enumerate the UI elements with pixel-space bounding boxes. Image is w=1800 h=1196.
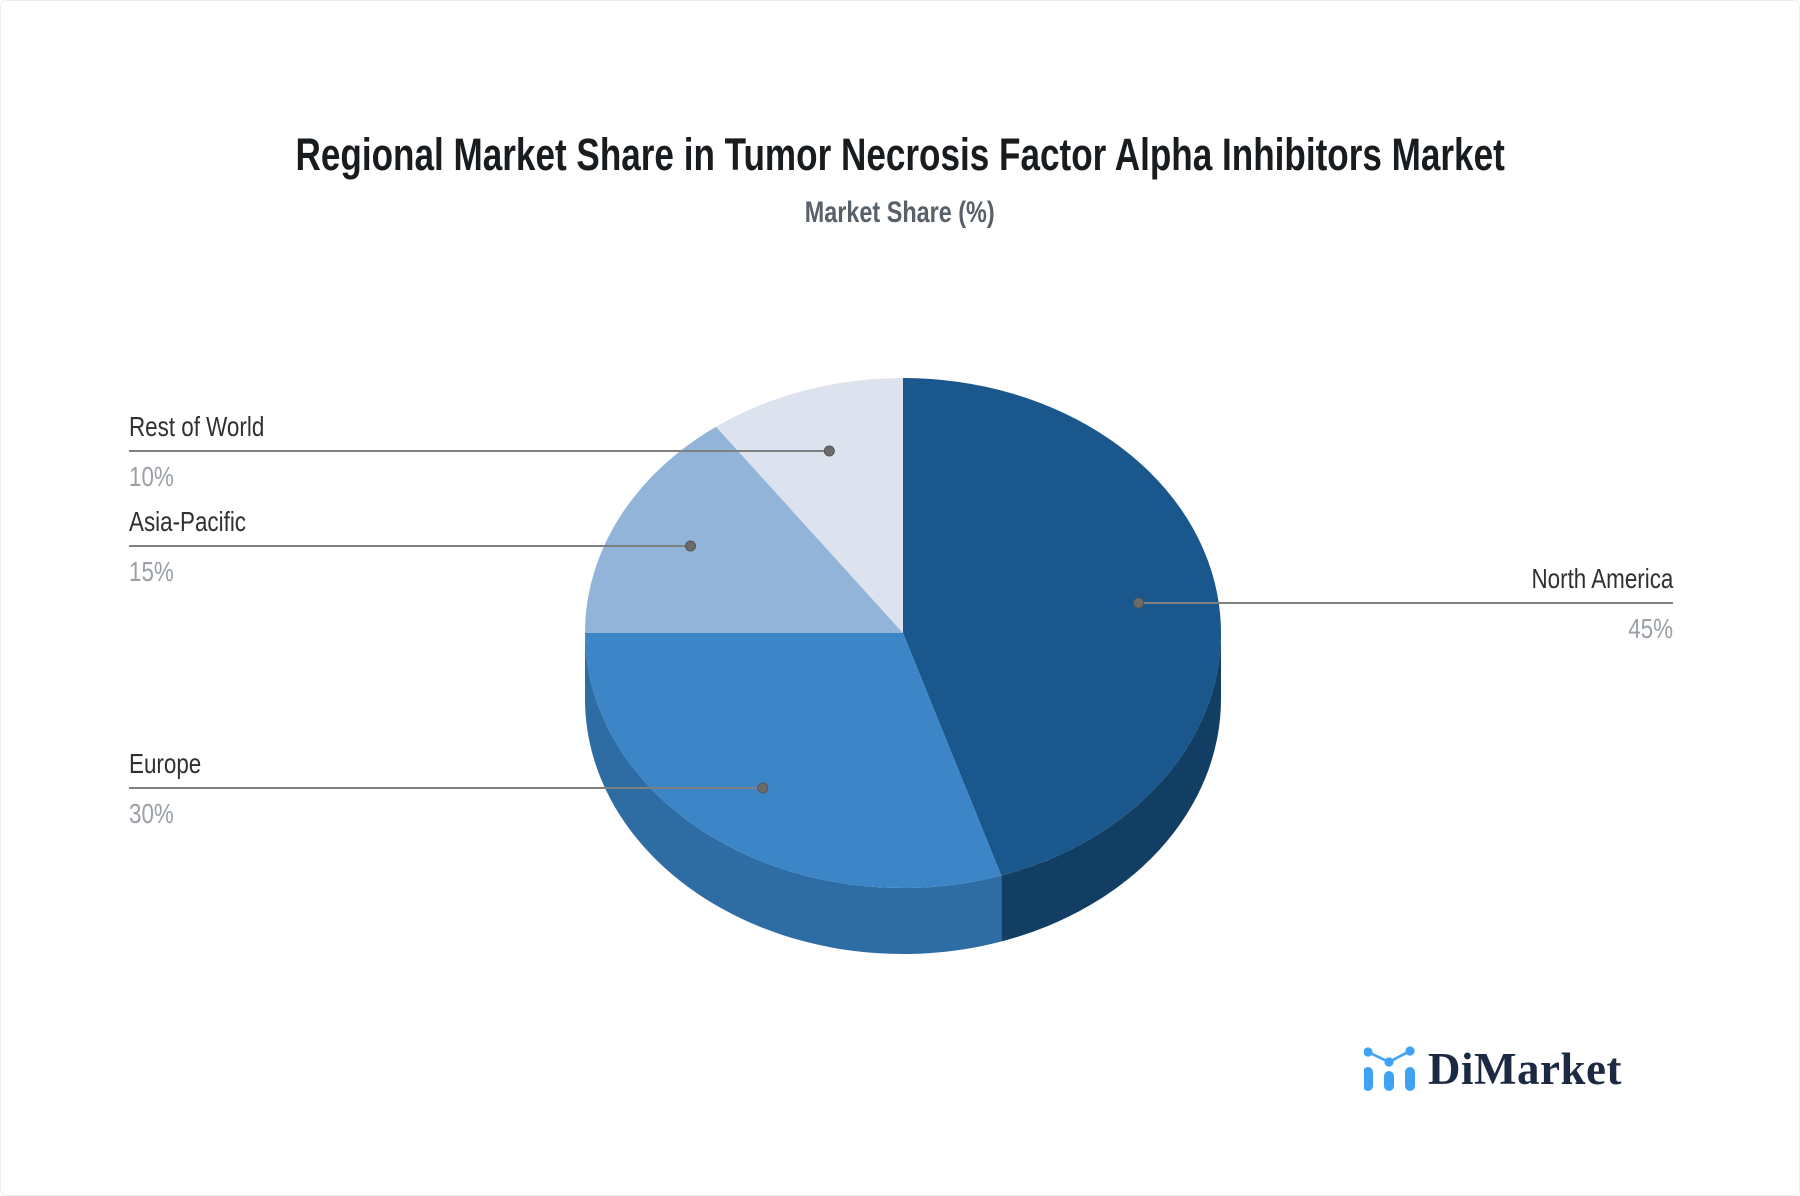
leader-dot-north-america <box>1133 597 1145 609</box>
chart-title: Regional Market Share in Tumor Necrosis … <box>1 129 1799 181</box>
pie-slice-side-north-america <box>1001 633 1221 942</box>
bar-line-chart-icon <box>1364 1046 1415 1091</box>
leader-dot-rest-of-world <box>823 445 835 457</box>
pie-slice-side-europe <box>585 633 1002 955</box>
pie-slice-north-america[interactable] <box>903 378 1222 876</box>
chart-title-text: Regional Market Share in Tumor Necrosis … <box>295 129 1505 180</box>
pie-slice-rest-of-world[interactable] <box>716 378 903 633</box>
dimarket-logo: DiMarket <box>1364 1045 1622 1093</box>
pie-slice-asia-pacific[interactable] <box>585 426 903 633</box>
leader-dot-europe <box>757 782 769 794</box>
logo-text: DiMarket <box>1428 1044 1622 1094</box>
chart-subtitle-text: Market Share (%) <box>805 196 995 229</box>
leader-dot-asia-pacific <box>684 540 696 552</box>
chart-subtitle: Market Share (%) <box>1 193 1799 233</box>
pie-slice-europe[interactable] <box>585 633 1002 889</box>
